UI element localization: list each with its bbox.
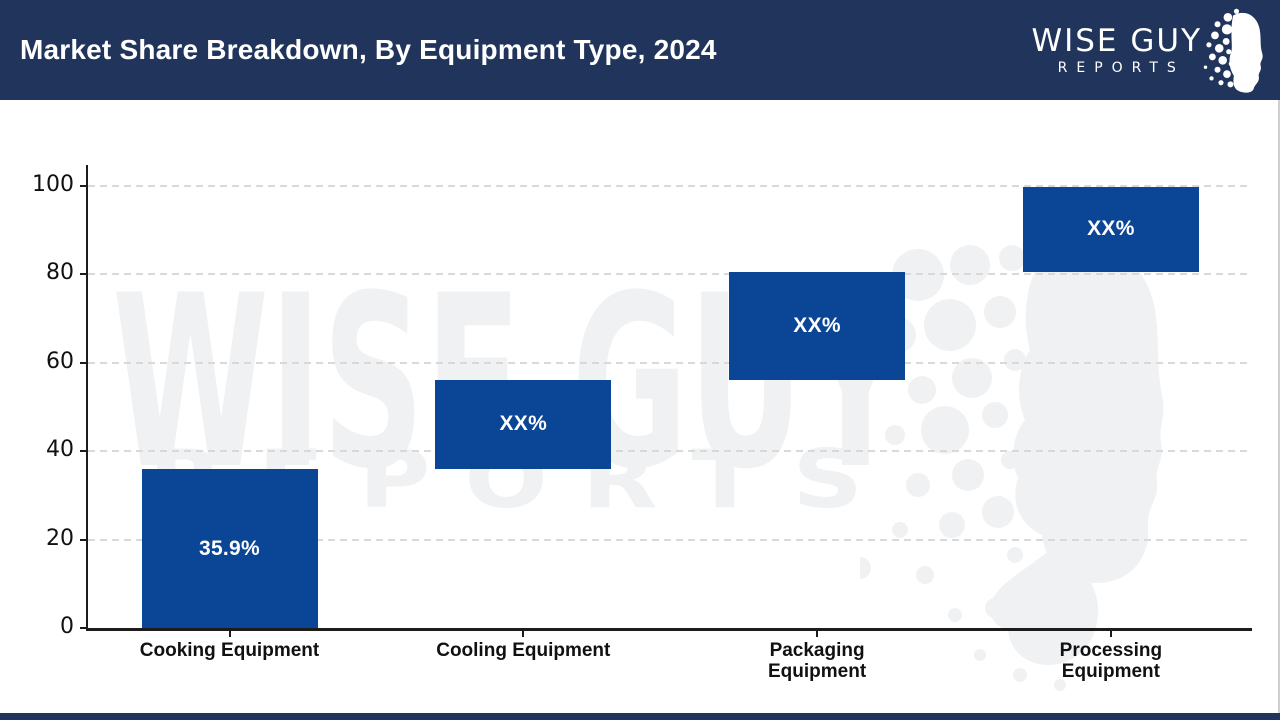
x-axis-label-line: Cooking Equipment bbox=[139, 640, 320, 661]
x-tick-0 bbox=[228, 631, 231, 637]
footer-bar bbox=[0, 713, 1280, 720]
y-tick-20 bbox=[80, 538, 88, 541]
logo-reports-text: REPORTS bbox=[1057, 60, 1185, 76]
bar-packaging-equipment: XX% bbox=[729, 271, 906, 380]
bar-cooking-equipment: 35.9% bbox=[141, 469, 318, 628]
x-axis-label-line: Processing bbox=[1059, 640, 1163, 661]
x-axis-label-line: Cooling Equipment bbox=[436, 640, 611, 661]
bar-value-label: XX% bbox=[499, 412, 548, 436]
y-tick-label-60: 60 bbox=[46, 348, 74, 374]
y-tick-80 bbox=[80, 273, 88, 276]
gridline-20 bbox=[88, 538, 1252, 541]
x-tick-2 bbox=[816, 631, 819, 637]
x-axis-label-1: Cooling Equipment bbox=[393, 640, 653, 661]
y-axis-line bbox=[86, 165, 88, 630]
y-tick-60 bbox=[80, 361, 88, 364]
y-tick-label-100: 100 bbox=[32, 172, 74, 197]
plot-area: WISE GUY R E P O R T S 0 20 40 60 80 100 35.9%… bbox=[0, 100, 1280, 713]
x-axis-label-line: Packaging bbox=[769, 640, 865, 661]
bar-cooling-equipment: XX% bbox=[435, 379, 612, 470]
x-axis-label-line: Equipment bbox=[768, 661, 867, 682]
y-tick-label-0: 0 bbox=[60, 614, 74, 639]
x-tick-1 bbox=[522, 631, 525, 637]
window-right-border bbox=[1278, 100, 1280, 713]
y-tick-label-80: 80 bbox=[46, 260, 74, 286]
x-axis-label-0: Cooking Equipment bbox=[100, 640, 360, 661]
y-tick-label-20: 20 bbox=[46, 525, 74, 551]
x-axis-label-2: Packaging Equipment bbox=[687, 640, 947, 682]
bar-value-label: XX% bbox=[793, 313, 841, 337]
x-axis-label-3: Processing Equipment bbox=[981, 640, 1241, 682]
bar-value-label: 35.9% bbox=[198, 536, 261, 560]
header: Market Share Breakdown, By Equipment Typ… bbox=[0, 0, 1280, 100]
brand-logo: WISE GUY REPORTS bbox=[1031, 7, 1266, 93]
y-tick-100 bbox=[80, 185, 88, 187]
page-title: Market Share Breakdown, By Equipment Typ… bbox=[20, 34, 717, 65]
logo-head-icon bbox=[1203, 8, 1263, 93]
logo-wiseguy-text: WISE GUY bbox=[1031, 23, 1202, 59]
x-axis-line bbox=[86, 628, 1252, 631]
y-tick-40 bbox=[80, 450, 88, 453]
bar-processing-equipment: XX% bbox=[1022, 186, 1199, 272]
y-tick-label-40: 40 bbox=[46, 437, 74, 463]
gridline-40 bbox=[88, 450, 1252, 453]
x-tick-3 bbox=[1109, 631, 1112, 637]
brand-logo-text: WISE GUY REPORTS bbox=[1031, 24, 1202, 76]
bar-value-label: XX% bbox=[1087, 217, 1135, 241]
gridline-80 bbox=[88, 273, 1252, 276]
gridline-100 bbox=[88, 185, 1252, 187]
y-tick-0 bbox=[80, 627, 88, 629]
x-axis-label-line: Equipment bbox=[1061, 661, 1160, 682]
gridline-60 bbox=[88, 361, 1252, 364]
